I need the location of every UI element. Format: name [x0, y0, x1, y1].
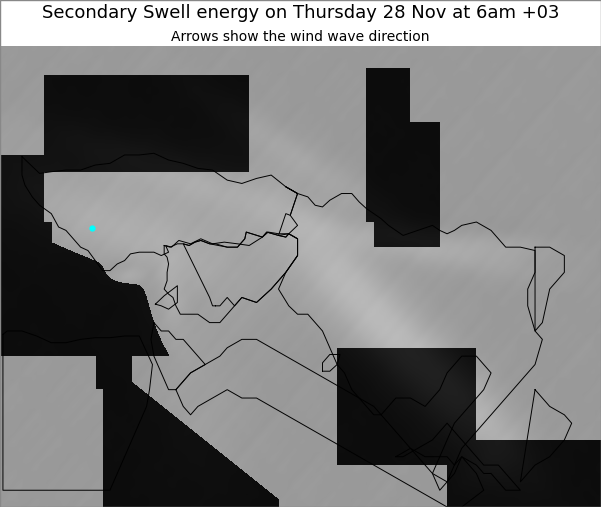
Text: Secondary Swell energy on Thursday 28 Nov at 6am +03: Secondary Swell energy on Thursday 28 No… — [41, 4, 560, 22]
Text: Arrows show the wind wave direction: Arrows show the wind wave direction — [171, 30, 430, 44]
